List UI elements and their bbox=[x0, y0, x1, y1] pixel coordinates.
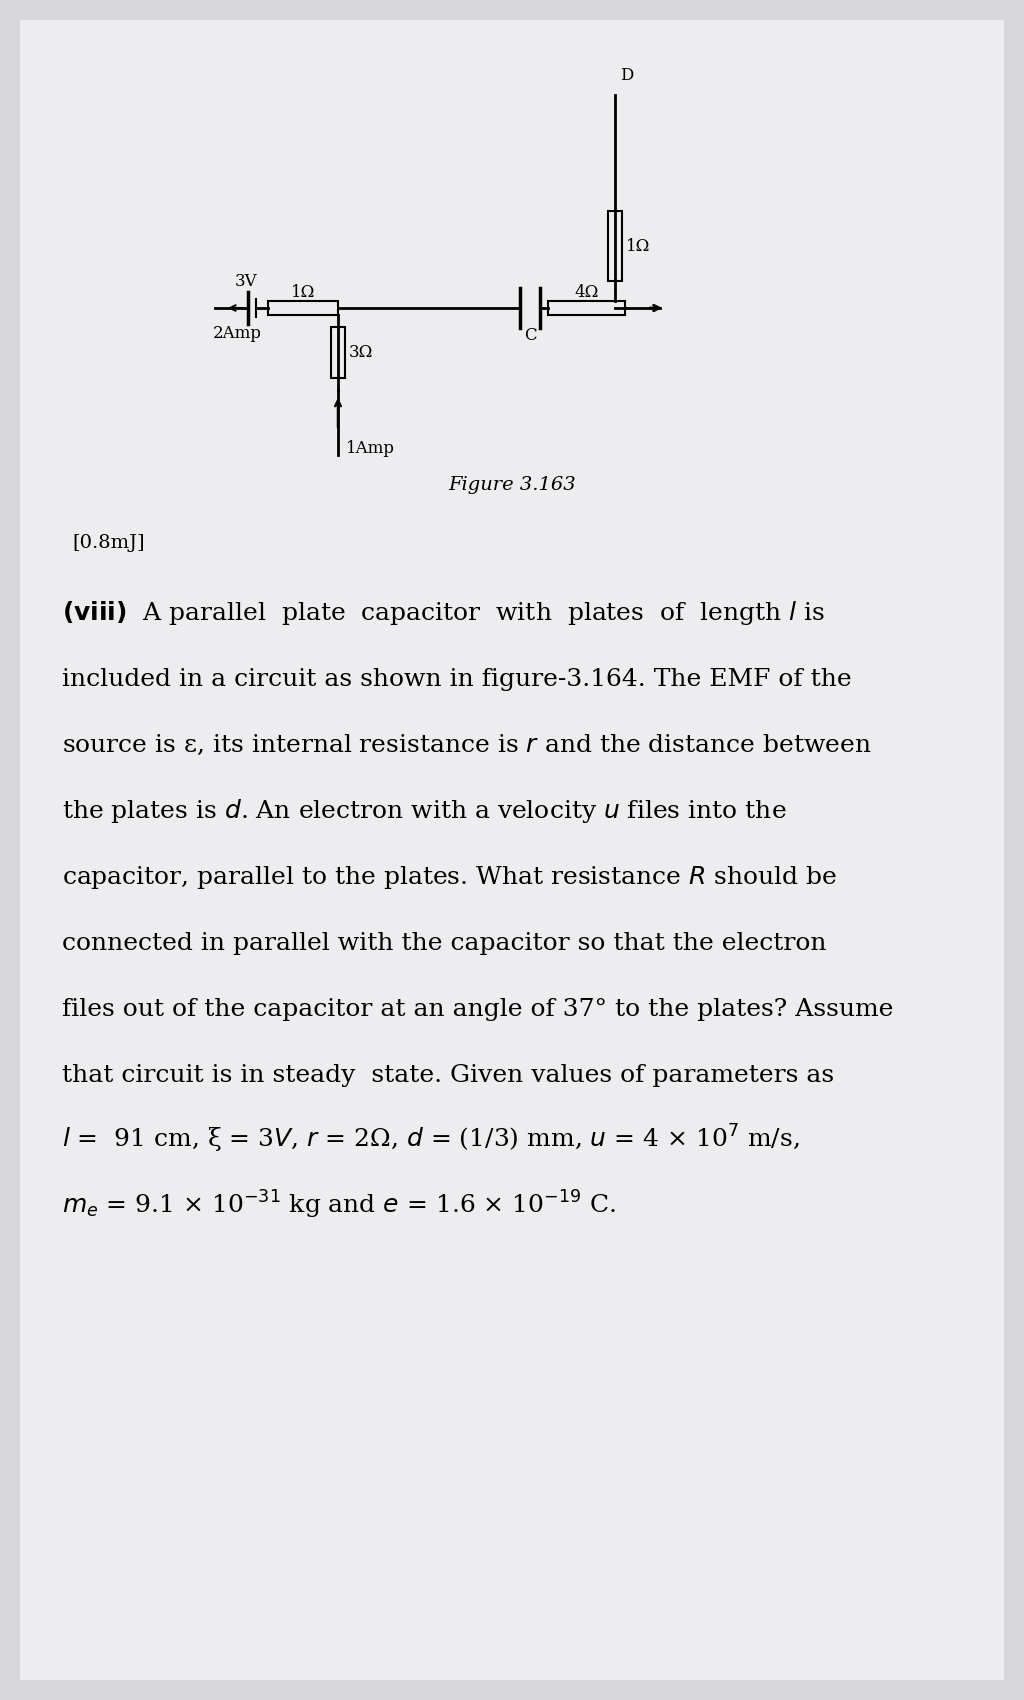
Bar bbox=[608, 211, 622, 280]
Text: 4Ω: 4Ω bbox=[574, 284, 599, 301]
Text: C: C bbox=[523, 326, 537, 343]
Text: 1Amp: 1Amp bbox=[346, 440, 395, 457]
Bar bbox=[331, 326, 345, 377]
Text: source is ε, its internal resistance is $r$ and the distance between: source is ε, its internal resistance is … bbox=[62, 733, 871, 757]
Text: 1Ω: 1Ω bbox=[626, 238, 650, 255]
Text: included in a circuit as shown in figure-3.164. The EMF of the: included in a circuit as shown in figure… bbox=[62, 668, 852, 690]
Text: capacitor, parallel to the plates. What resistance $R$ should be: capacitor, parallel to the plates. What … bbox=[62, 864, 838, 891]
Text: Figure 3.163: Figure 3.163 bbox=[449, 476, 575, 495]
Text: 2Amp: 2Amp bbox=[213, 325, 261, 342]
Text: $m_e$ = 9.1 × 10$^{-31}$ kg and $e$ = 1.6 × 10$^{-19}$ C.: $m_e$ = 9.1 × 10$^{-31}$ kg and $e$ = 1.… bbox=[62, 1190, 616, 1221]
Text: connected in parallel with the capacitor so that the electron: connected in parallel with the capacitor… bbox=[62, 932, 826, 955]
Text: D: D bbox=[620, 66, 634, 83]
Text: [0.8mJ]: [0.8mJ] bbox=[72, 534, 144, 552]
Text: 3Ω: 3Ω bbox=[349, 343, 374, 360]
Text: that circuit is in steady  state. Given values of parameters as: that circuit is in steady state. Given v… bbox=[62, 1064, 835, 1086]
Text: files out of the capacitor at an angle of 37° to the plates? Assume: files out of the capacitor at an angle o… bbox=[62, 998, 893, 1022]
Bar bbox=[548, 301, 625, 314]
Text: 1Ω: 1Ω bbox=[291, 284, 315, 301]
Bar bbox=[268, 301, 338, 314]
Text: $\mathbf{(viii)}$  A parallel  plate  capacitor  with  plates  of  length $l$ is: $\mathbf{(viii)}$ A parallel plate capac… bbox=[62, 598, 825, 627]
Text: 3V: 3V bbox=[234, 274, 257, 291]
Text: $l$ =  91 cm, ξ = 3$V$, $r$ = 2Ω, $d$ = (1/3) mm, $u$ = 4 × 10$^7$ m/s,: $l$ = 91 cm, ξ = 3$V$, $r$ = 2Ω, $d$ = (… bbox=[62, 1124, 800, 1156]
Text: the plates is $d$. An electron with a velocity $u$ files into the: the plates is $d$. An electron with a ve… bbox=[62, 797, 786, 824]
